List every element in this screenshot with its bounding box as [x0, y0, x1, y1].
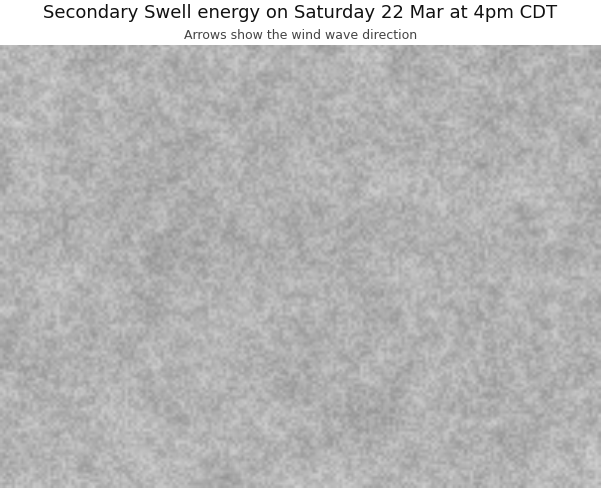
Text: Arrows show the wind wave direction: Arrows show the wind wave direction: [184, 28, 417, 41]
Text: Secondary Swell energy on Saturday 22 Mar at 4pm CDT: Secondary Swell energy on Saturday 22 Ma…: [43, 4, 558, 22]
